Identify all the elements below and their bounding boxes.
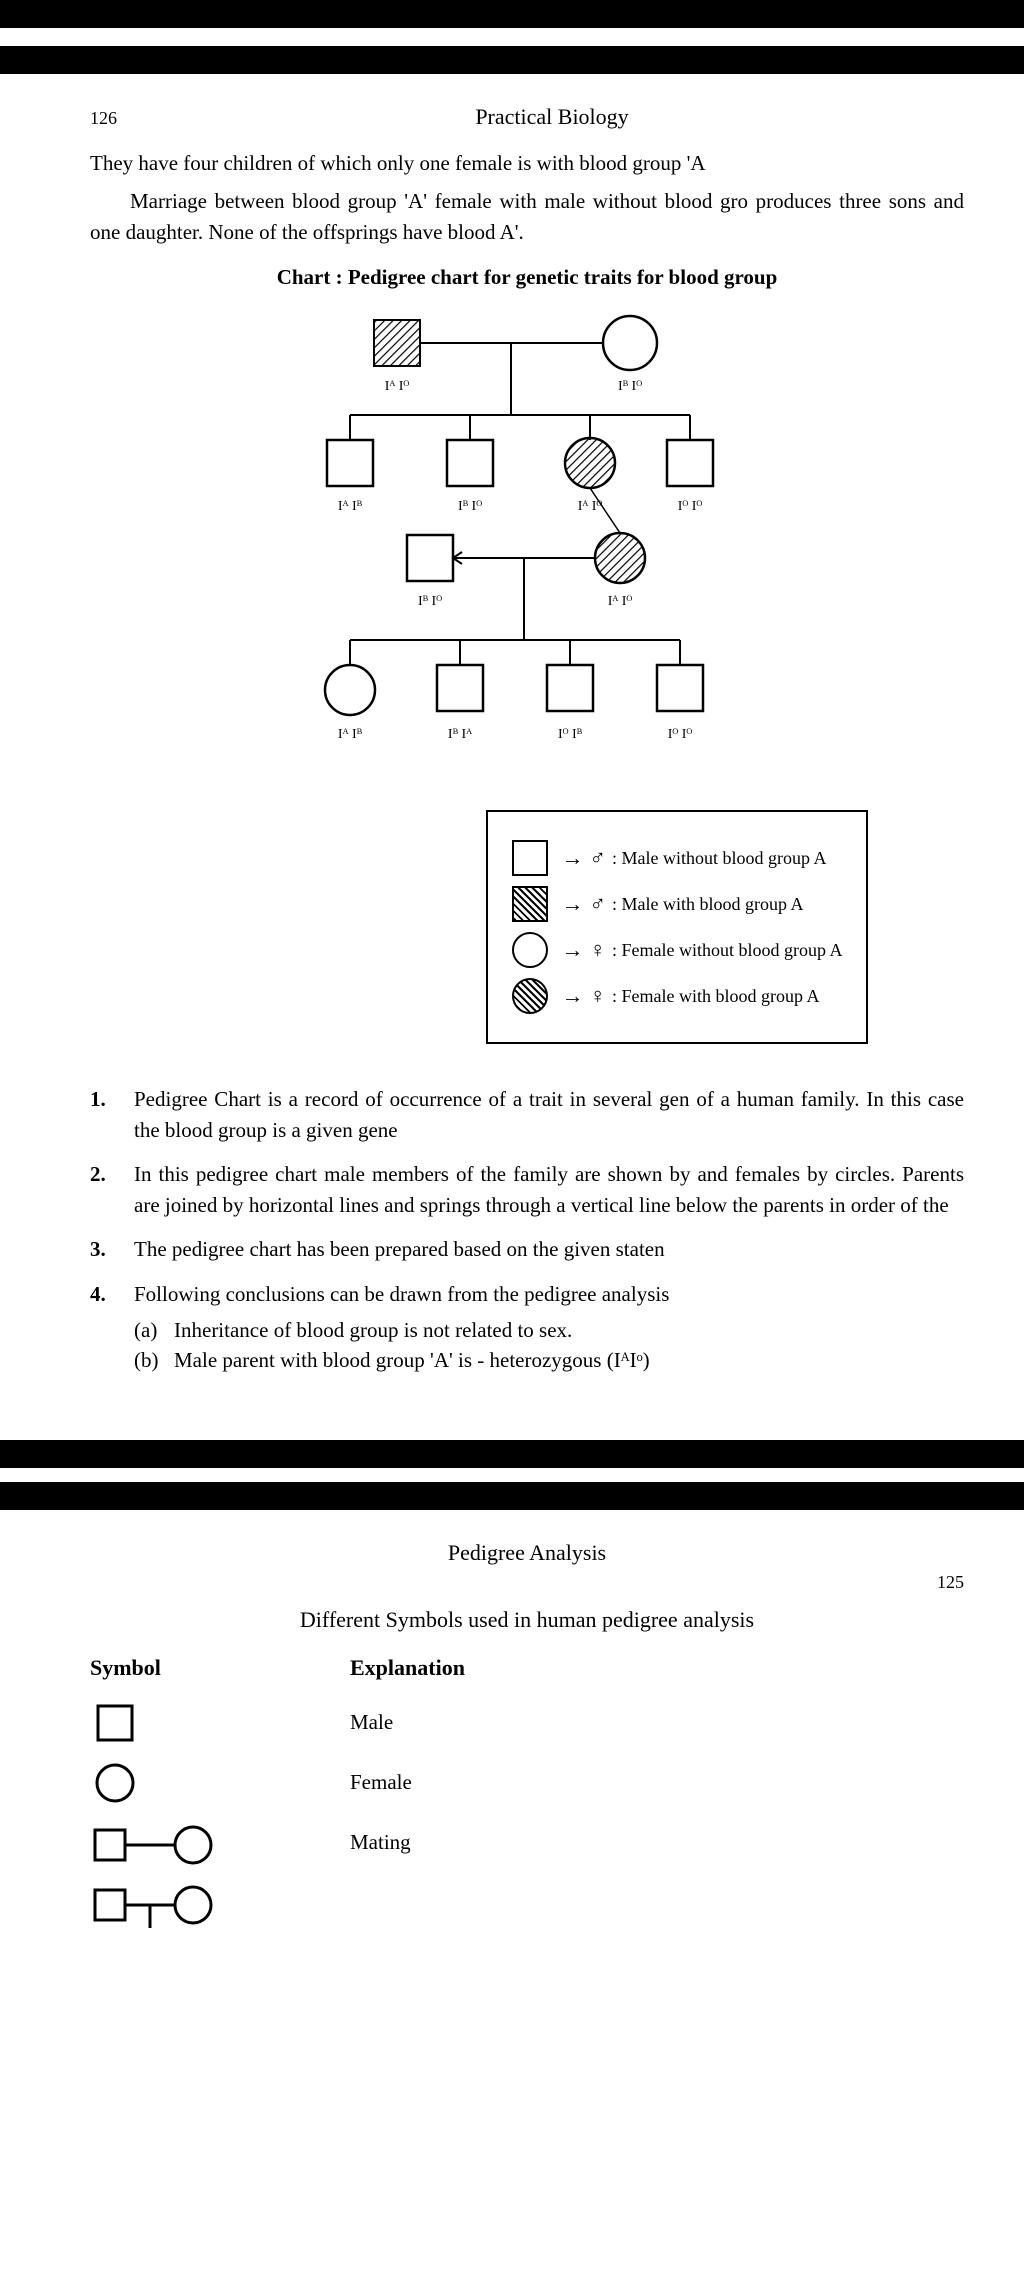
paragraph-2: Marriage between blood group 'A' female … bbox=[90, 186, 964, 247]
page-title: Practical Biology bbox=[140, 104, 964, 130]
legend-row-3: → ♀ : Female without blood group A bbox=[512, 932, 843, 968]
gen2-c1-genotype: Iᴬ Iᴮ bbox=[338, 499, 363, 514]
page2-title: Pedigree Analysis bbox=[90, 1540, 964, 1566]
square-icon bbox=[512, 840, 548, 876]
note-4a: (a)Inheritance of blood group is not rel… bbox=[134, 1315, 669, 1345]
legend-row-1: → ♂ : Male without blood group A bbox=[512, 840, 843, 876]
legend-text-1: : Male without blood group A bbox=[612, 848, 827, 869]
symbol-male bbox=[90, 1693, 220, 1753]
gen2-bride-genotype: Iᴬ Iᴼ bbox=[608, 594, 633, 609]
circle-hatched-icon bbox=[512, 978, 548, 1014]
female-symbol-icon: ♀ bbox=[590, 937, 607, 963]
mid-bar-1 bbox=[0, 1440, 1024, 1468]
symbol-col-header: Symbol bbox=[90, 1655, 220, 1681]
arrow-icon: → bbox=[562, 983, 584, 1009]
top-bar-2 bbox=[0, 46, 1024, 74]
gen2-spouse-genotype: Iᴮ Iᴼ bbox=[418, 594, 442, 609]
gen3-g1 bbox=[325, 665, 375, 715]
gen1-female-genotype: Iᴮ Iᴼ bbox=[618, 379, 642, 394]
note-4b: (b)Male parent with blood group 'A' is -… bbox=[134, 1345, 669, 1375]
legend-text-3: : Female without blood group A bbox=[612, 940, 842, 961]
mid-bar-2 bbox=[0, 1482, 1024, 1510]
gen1-male-genotype: Iᴬ Iᴼ bbox=[385, 379, 410, 394]
notes-list: Pedigree Chart is a record of occurrence… bbox=[90, 1084, 964, 1376]
symbol-mating bbox=[90, 1813, 220, 1873]
male-symbol-icon: ♂ bbox=[590, 891, 607, 917]
gen2-c4 bbox=[667, 440, 713, 486]
page-2: Pedigree Analysis 125 Different Symbols … bbox=[0, 1510, 1024, 1983]
gen2-c2 bbox=[447, 440, 493, 486]
male-symbol-icon: ♂ bbox=[590, 845, 607, 871]
chart-title: Chart : Pedigree chart for genetic trait… bbox=[90, 265, 964, 290]
note-2: In this pedigree chart male members of t… bbox=[90, 1159, 964, 1220]
gen1-female bbox=[603, 316, 657, 370]
page2-subtitle: Different Symbols used in human pedigree… bbox=[90, 1607, 964, 1633]
gen3-g4 bbox=[657, 665, 703, 711]
exp-male: Male bbox=[350, 1693, 465, 1753]
legend-text-2: : Male with blood group A bbox=[612, 894, 804, 915]
gen2-c1 bbox=[327, 440, 373, 486]
gen1-male bbox=[374, 320, 420, 366]
gen2-c3 bbox=[565, 438, 615, 488]
gen3-g3 bbox=[547, 665, 593, 711]
page-number-125: 125 bbox=[90, 1572, 964, 1593]
square-hatched-icon bbox=[512, 886, 548, 922]
pedigree-chart: Iᴬ Iᴼ Iᴮ Iᴼ Iᴬ Iᴮ Iᴮ Iᴼ Iᴬ Iᴼ Iᴼ Iᴼ Iᴮ bbox=[90, 310, 964, 790]
female-symbol-icon: ♀ bbox=[590, 983, 607, 1009]
legend-box: → ♂ : Male without blood group A → ♂ : M… bbox=[390, 810, 964, 1044]
gen3-g3-genotype: Iᴼ Iᴮ bbox=[558, 727, 583, 742]
page-1: 126 Practical Biology They have four chi… bbox=[0, 74, 1024, 1440]
legend-row-4: → ♀ : Female with blood group A bbox=[512, 978, 843, 1014]
note-1: Pedigree Chart is a record of occurrence… bbox=[90, 1084, 964, 1145]
paragraph-1: They have four children of which only on… bbox=[90, 148, 964, 178]
exp-mating: Mating bbox=[350, 1813, 465, 1873]
note-3: The pedigree chart has been prepared bas… bbox=[90, 1234, 964, 1264]
top-bar-1 bbox=[0, 0, 1024, 28]
symbol-offspring bbox=[90, 1873, 220, 1933]
legend-text-4: : Female with blood group A bbox=[612, 986, 819, 1007]
circle-icon bbox=[512, 932, 548, 968]
gen2-c4-genotype: Iᴼ Iᴼ bbox=[678, 499, 703, 514]
arrow-icon: → bbox=[562, 937, 584, 963]
gen3-g4-genotype: Iᴼ Iᴼ bbox=[668, 727, 693, 742]
gen3-g2 bbox=[437, 665, 483, 711]
gen3-g1-genotype: Iᴬ Iᴮ bbox=[338, 727, 363, 742]
arrow-icon: → bbox=[562, 891, 584, 917]
arrow-icon: → bbox=[562, 845, 584, 871]
gen2-spouse bbox=[407, 535, 453, 581]
legend-row-2: → ♂ : Male with blood group A bbox=[512, 886, 843, 922]
exp-female: Female bbox=[350, 1753, 465, 1813]
symbol-female bbox=[90, 1753, 220, 1813]
gen3-g2-genotype: Iᴮ Iᴬ bbox=[448, 727, 472, 742]
gen2-bride bbox=[595, 533, 645, 583]
page-number-126: 126 bbox=[90, 108, 140, 129]
explanation-col-header: Explanation bbox=[350, 1655, 465, 1681]
note-4: Following conclusions can be drawn from … bbox=[90, 1279, 964, 1376]
gen2-c2-genotype: Iᴮ Iᴼ bbox=[458, 499, 482, 514]
